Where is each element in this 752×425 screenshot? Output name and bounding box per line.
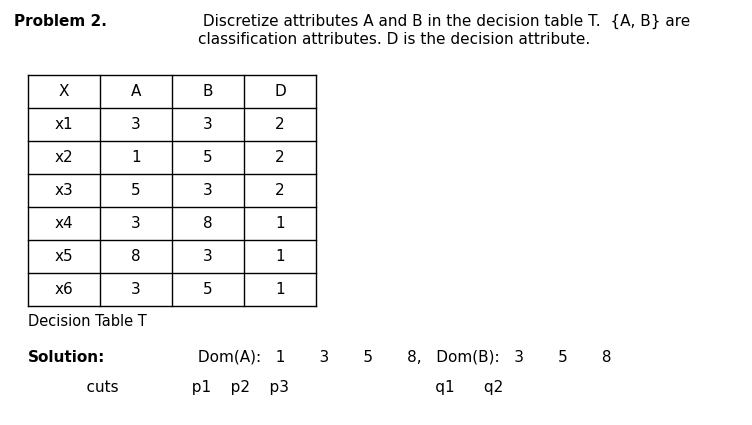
Text: 8: 8 — [203, 216, 213, 231]
Text: Problem 2.: Problem 2. — [14, 14, 107, 29]
Text: 1: 1 — [275, 282, 285, 297]
Text: A: A — [131, 84, 141, 99]
Text: 8: 8 — [131, 249, 141, 264]
Text: 3: 3 — [203, 117, 213, 132]
Text: 3: 3 — [203, 183, 213, 198]
Text: B: B — [203, 84, 214, 99]
Text: Solution:: Solution: — [28, 350, 105, 365]
Text: 2: 2 — [275, 150, 285, 165]
Text: Discretize attributes A and B in the decision table T.  {A, B} are
classificatio: Discretize attributes A and B in the dec… — [198, 14, 690, 47]
Text: 1: 1 — [275, 216, 285, 231]
Text: Decision Table T: Decision Table T — [28, 314, 147, 329]
Text: 3: 3 — [131, 216, 141, 231]
Text: 2: 2 — [275, 117, 285, 132]
Text: 3: 3 — [131, 117, 141, 132]
Text: 5: 5 — [203, 282, 213, 297]
Text: x5: x5 — [55, 249, 73, 264]
Text: 1: 1 — [131, 150, 141, 165]
Text: 2: 2 — [275, 183, 285, 198]
Text: x4: x4 — [55, 216, 73, 231]
Text: Dom(A):   1       3       5       8,   Dom(B):   3       5       8: Dom(A): 1 3 5 8, Dom(B): 3 5 8 — [193, 350, 611, 365]
Text: cuts               p1    p2    p3                              q1      q2: cuts p1 p2 p3 q1 q2 — [28, 380, 503, 395]
Text: X: X — [59, 84, 69, 99]
Text: x2: x2 — [55, 150, 73, 165]
Text: 3: 3 — [203, 249, 213, 264]
Text: x6: x6 — [55, 282, 74, 297]
Text: 5: 5 — [131, 183, 141, 198]
Text: 1: 1 — [275, 249, 285, 264]
Text: 3: 3 — [131, 282, 141, 297]
Text: x1: x1 — [55, 117, 73, 132]
Text: 5: 5 — [203, 150, 213, 165]
Text: x3: x3 — [55, 183, 74, 198]
Text: D: D — [274, 84, 286, 99]
